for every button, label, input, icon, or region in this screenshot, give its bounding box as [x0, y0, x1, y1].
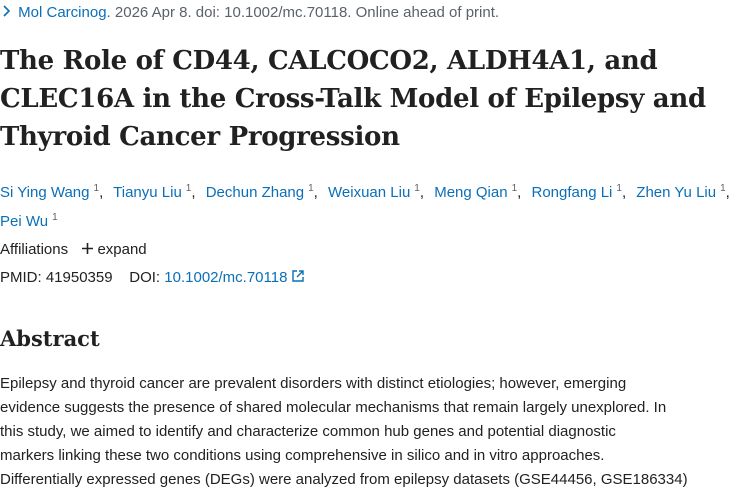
expand-toggle[interactable]: expand — [82, 241, 147, 258]
pmid-value: 41950359 — [45, 269, 113, 286]
abstract-line: evidence suggests the presence of shared… — [0, 399, 667, 416]
affiliations: Affiliations expand — [0, 241, 147, 258]
chevron-icon — [3, 5, 11, 17]
abstract-line: markers linking these two conditions usi… — [0, 447, 605, 464]
affiliation-number[interactable]: 1 — [414, 183, 420, 194]
plus-icon — [82, 243, 94, 254]
abstract-heading: Abstract — [0, 326, 100, 351]
author: Zhen Yu Liu 1 — [636, 183, 736, 201]
doi-label: DOI: — [129, 269, 161, 286]
author-name[interactable]: Tianyu Liu — [113, 184, 182, 201]
author: Si Ying Wang 1 — [0, 183, 109, 201]
affiliation-number[interactable]: 1 — [93, 183, 100, 194]
author: Dechun Zhang 1 — [205, 183, 324, 201]
author-name[interactable]: Rongfang Li — [531, 184, 613, 201]
affiliation-number[interactable]: 1 — [720, 183, 726, 194]
abstract-line: Differentially expressed genes (DEGs) we… — [0, 471, 688, 488]
author: Rongfang Li 1 — [531, 183, 632, 201]
author: Meng Qian 1 — [434, 183, 527, 201]
author-name[interactable]: Zhen Yu Liu — [636, 184, 717, 201]
affiliation-number[interactable]: 1 — [511, 183, 518, 194]
external-link-icon — [291, 270, 304, 282]
article-title: The Role of CD44, CALCOCO2, ALDH4A1, and… — [0, 46, 706, 152]
journal-link[interactable]: Mol Carcinog. — [18, 4, 111, 21]
affiliation-number[interactable]: 1 — [308, 183, 314, 194]
affiliation-number[interactable]: 1 — [616, 183, 622, 194]
author-name[interactable]: Weixuan Liu — [328, 184, 411, 201]
author-name[interactable]: Pei Wu — [0, 213, 49, 230]
abstract-line: Epilepsy and thyroid cancer are prevalen… — [0, 375, 627, 392]
affiliations-label: Affiliations — [0, 241, 69, 258]
affiliation-number[interactable]: 1 — [185, 183, 192, 194]
pmid-label: PMID: — [0, 269, 42, 286]
doi-value: 10.1002/mc.70118 — [164, 269, 288, 286]
affiliation-number[interactable]: 1 — [52, 212, 58, 223]
author: Pei Wu 1 — [0, 212, 58, 230]
author-name[interactable]: Dechun Zhang — [205, 184, 305, 201]
citation: Mol Carcinog. 2026 Apr 8. doi: 10.1002/m… — [0, 4, 499, 21]
abstract-text: Epilepsy and thyroid cancer are prevalen… — [0, 372, 750, 492]
author: Tianyu Liu 1 — [113, 183, 201, 201]
author-name[interactable]: Si Ying Wang — [0, 184, 90, 201]
abstract-line: this study, we aimed to identify and cha… — [0, 423, 616, 440]
doi-link[interactable]: 10.1002/mc.70118 — [164, 269, 304, 286]
expand-label: expand — [97, 241, 147, 258]
author-name[interactable]: Meng Qian — [434, 184, 508, 201]
identifiers: PMID: 41950359 DOI: 10.1002/mc.70118 — [0, 269, 304, 286]
citation-details: 2026 Apr 8. doi: 10.1002/mc.70118. Onlin… — [114, 4, 500, 21]
author: Weixuan Liu 1 — [328, 183, 430, 201]
